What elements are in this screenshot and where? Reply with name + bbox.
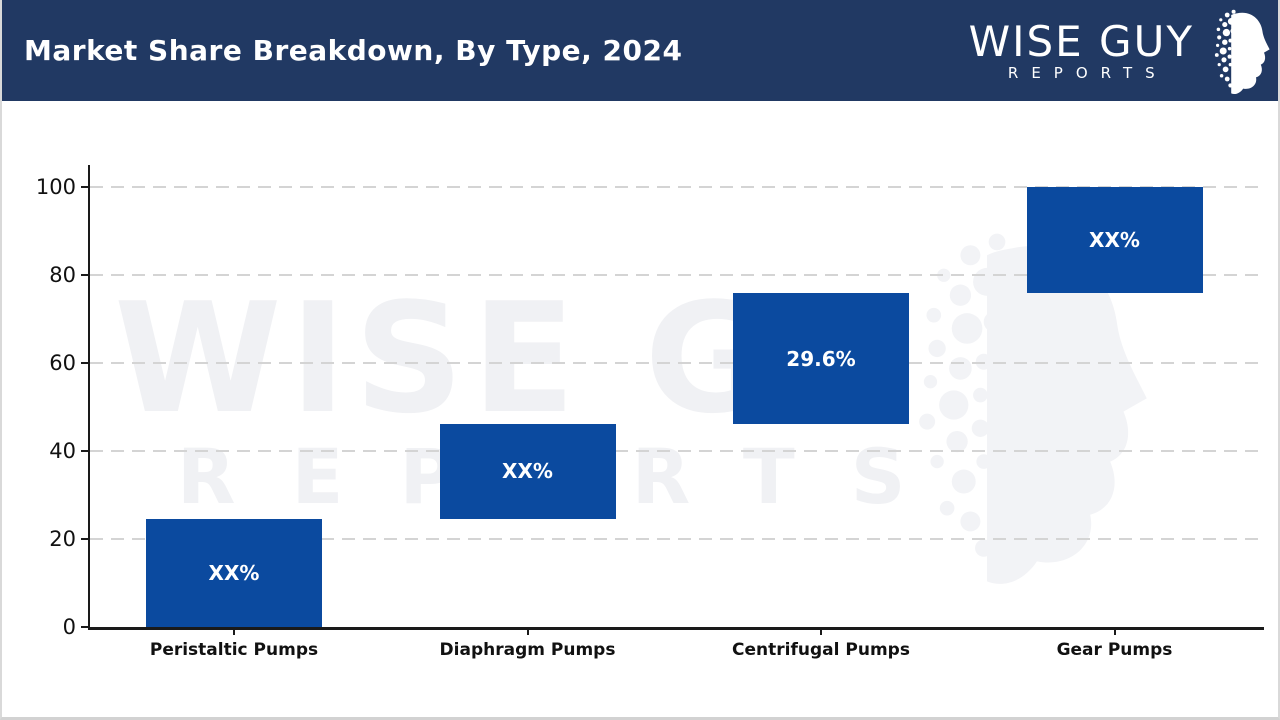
- y-gridline: [90, 538, 1264, 540]
- y-tick-label: 80: [49, 263, 76, 287]
- category-label: Peristaltic Pumps: [149, 640, 319, 660]
- y-tick: [81, 538, 89, 540]
- x-tick: [1113, 627, 1116, 635]
- logo-wordmark: WISE GUY REPORTS: [968, 16, 1194, 82]
- y-tick-label: 0: [62, 615, 76, 639]
- logo-line2: REPORTS: [1007, 63, 1168, 82]
- y-gridline: [90, 362, 1264, 364]
- bar-value-label: 29.6%: [786, 346, 856, 371]
- x-tick: [820, 627, 822, 635]
- bar-centrifugal-pumps: 29.6%: [733, 293, 909, 424]
- category-label: Centrifugal Pumps: [732, 640, 910, 660]
- x-axis-line: [88, 627, 1264, 630]
- y-tick: [81, 186, 89, 188]
- bar-value-label: XX%: [208, 560, 260, 585]
- x-tick: [233, 627, 235, 635]
- header-bar: Market Share Breakdown, By Type, 2024 WI…: [2, 0, 1278, 101]
- dotted-head-icon: [1214, 9, 1270, 94]
- y-gridline: [90, 186, 1264, 188]
- y-tick-label: 100: [35, 175, 76, 199]
- bar-value-label: XX%: [1089, 228, 1140, 253]
- category-label: Diaphragm Pumps: [439, 640, 616, 660]
- category-label: Gear Pumps: [1056, 640, 1173, 660]
- watermark-head-icon: [919, 233, 1147, 584]
- y-tick-label: 60: [49, 351, 76, 375]
- bar-peristaltic-pumps: XX%: [146, 518, 322, 627]
- y-gridline: [90, 274, 1264, 276]
- y-gridline: [90, 450, 1264, 452]
- y-tick: [81, 362, 89, 364]
- y-tick: [81, 450, 89, 452]
- page-title: Market Share Breakdown, By Type, 2024: [24, 34, 683, 67]
- logo-line1: WISE GUY: [968, 16, 1194, 66]
- wise-guy-reports-logo: WISE GUY REPORTS: [968, 7, 1278, 95]
- x-tick: [526, 627, 529, 635]
- y-tick-label: 40: [49, 439, 76, 463]
- bar-value-label: XX%: [502, 459, 553, 484]
- y-axis-line: [88, 165, 90, 630]
- bar-gear-pumps: XX%: [1026, 187, 1203, 294]
- bar-diaphragm-pumps: XX%: [439, 423, 616, 519]
- y-tick: [81, 626, 89, 628]
- y-tick: [81, 274, 89, 276]
- y-tick-label: 20: [49, 527, 76, 551]
